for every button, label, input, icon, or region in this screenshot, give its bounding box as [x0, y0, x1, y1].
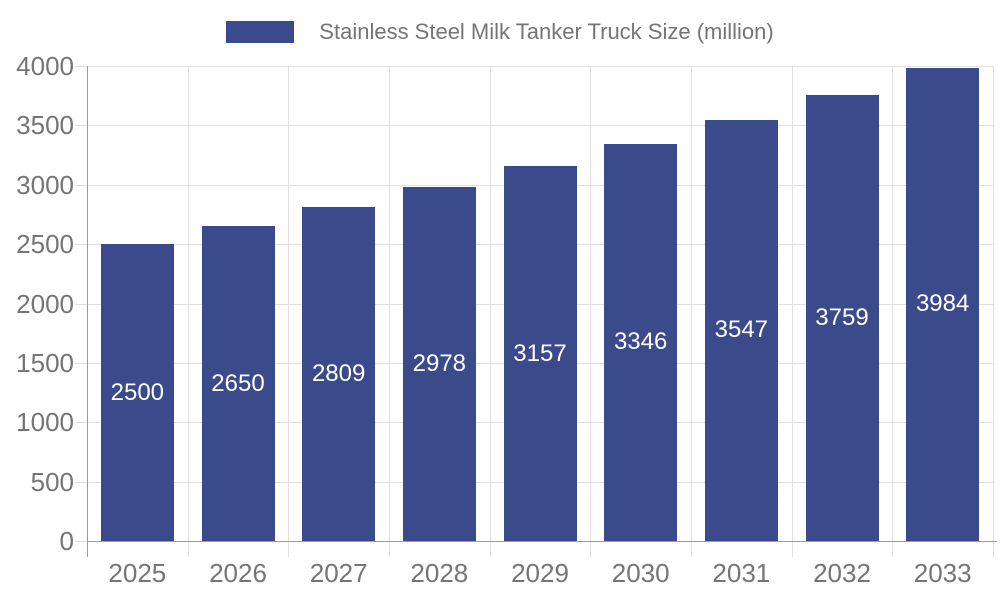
- x-tick-label: 2025: [108, 558, 167, 588]
- bar[interactable]: 2650: [201, 226, 275, 541]
- y-tick-label: 2500: [16, 229, 74, 260]
- y-axis-line: [87, 66, 88, 557]
- x-tick-label: 2026: [209, 558, 267, 588]
- bar[interactable]: 2978: [402, 187, 476, 541]
- x-gridline: [389, 66, 390, 557]
- x-tick-label: 2030: [611, 558, 670, 588]
- bar[interactable]: 3984: [906, 67, 980, 541]
- x-gridline: [691, 66, 692, 557]
- x-gridline: [187, 66, 189, 557]
- legend-item[interactable]: Stainless Steel Milk Tanker Truck Size (…: [226, 19, 774, 45]
- bar[interactable]: 3759: [805, 94, 879, 541]
- y-tick-label: 2000: [16, 288, 74, 319]
- bar-value-label: 2978: [412, 350, 467, 378]
- bar[interactable]: 3157: [503, 166, 577, 541]
- bar[interactable]: 2809: [302, 207, 376, 541]
- y-tick-mark: [75, 541, 87, 542]
- bar-value-label: 2650: [211, 369, 265, 397]
- x-tick-label: 2032: [813, 558, 871, 588]
- bar-value-label: 3759: [815, 303, 869, 331]
- x-gridline: [288, 66, 290, 557]
- bar[interactable]: 3547: [704, 119, 778, 541]
- bar-value-label: 3547: [714, 316, 769, 344]
- y-tick-label: 500: [30, 466, 74, 497]
- bar-value-label: 2809: [311, 360, 366, 388]
- legend-label: Stainless Steel Milk Tanker Truck Size (…: [319, 19, 774, 44]
- y-tick-label: 3500: [16, 110, 74, 141]
- y-tick-label: 4000: [16, 51, 74, 81]
- x-gridline: [489, 66, 491, 557]
- x-tick-label: 2027: [309, 558, 368, 588]
- y-tick-label: 1000: [16, 407, 74, 438]
- legend-swatch: [226, 21, 295, 43]
- bar-value-label: 3984: [915, 290, 970, 318]
- x-gridline: [993, 66, 994, 557]
- y-tick-label: 0: [59, 526, 74, 556]
- x-gridline: [892, 66, 894, 557]
- x-tick-label: 2031: [712, 558, 771, 588]
- y-tick-label: 1500: [16, 347, 74, 378]
- y-gridline: [75, 66, 993, 67]
- plot-area: 2500 2650 2809 2978 3157 3346 3547 3759 3984: [75, 66, 997, 557]
- bar[interactable]: 2500: [100, 244, 174, 541]
- bar-value-label: 3346: [613, 328, 668, 356]
- y-gridline: [75, 125, 993, 127]
- y-tick-label: 3000: [16, 169, 74, 200]
- x-tick-label: 2033: [913, 558, 972, 588]
- x-tick-label: 2029: [511, 558, 569, 588]
- legend: Stainless Steel Milk Tanker Truck Size (…: [0, 19, 1000, 45]
- x-gridline: [590, 66, 592, 557]
- bar-value-label: 3157: [513, 339, 567, 367]
- x-tick-label: 2028: [410, 558, 469, 588]
- x-axis-line: [87, 541, 997, 542]
- x-gridline: [791, 66, 793, 557]
- bar-value-label: 2500: [110, 378, 165, 406]
- bar[interactable]: 3346: [604, 143, 678, 541]
